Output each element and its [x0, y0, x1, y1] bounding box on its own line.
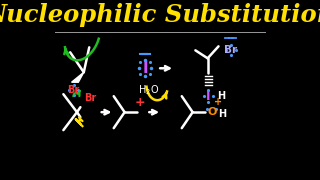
Text: H: H — [217, 91, 225, 101]
Text: H$_2$O: H$_2$O — [138, 83, 159, 97]
Polygon shape — [72, 72, 84, 82]
Text: Br: Br — [224, 45, 237, 55]
Text: +: + — [214, 97, 223, 107]
Text: Br: Br — [84, 93, 97, 103]
Text: H: H — [219, 109, 227, 119]
Text: I: I — [142, 61, 148, 76]
Text: I: I — [206, 90, 211, 103]
Text: Br: Br — [68, 85, 80, 95]
Text: O: O — [207, 107, 216, 117]
Text: Nucleophilic Substitution: Nucleophilic Substitution — [0, 3, 320, 27]
Text: +: + — [134, 96, 145, 109]
